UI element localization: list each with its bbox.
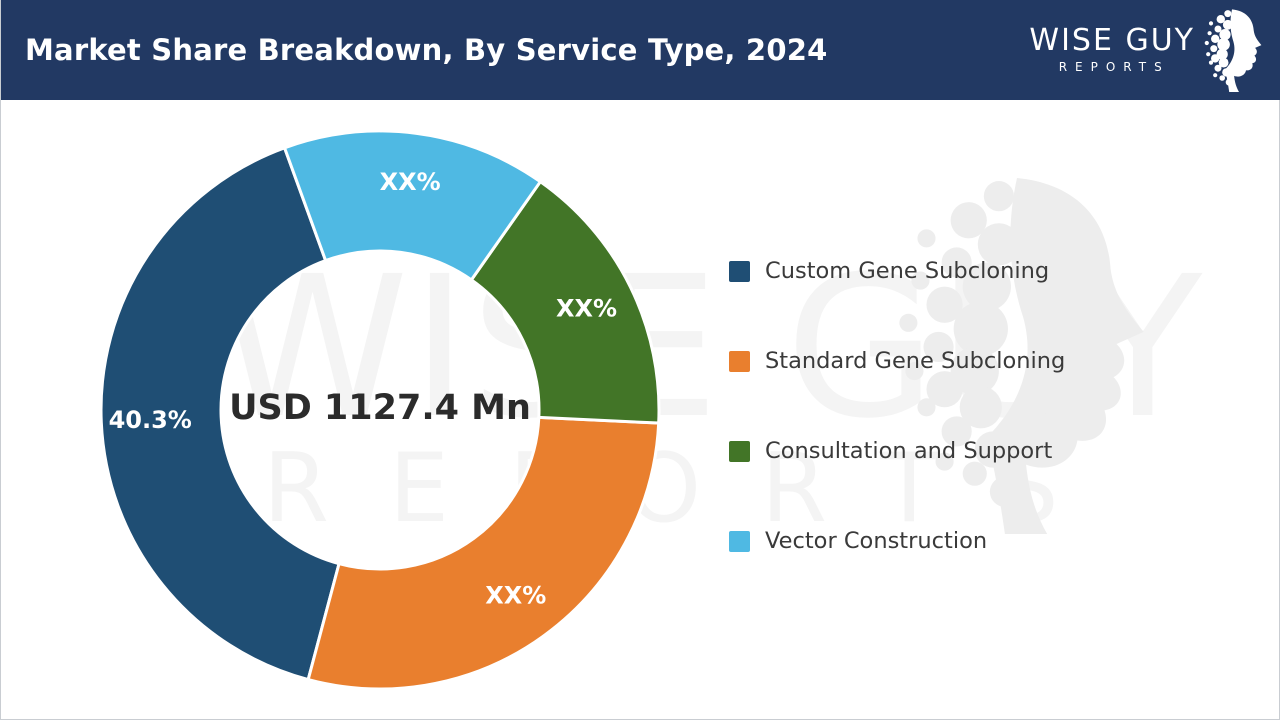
donut-segment-3 bbox=[469, 180, 661, 425]
legend-swatch-2 bbox=[729, 350, 750, 372]
legend-label-3: Consultation and Support bbox=[765, 438, 1053, 464]
segment-label-2: XX% bbox=[485, 582, 546, 610]
wise-guy-reports-logo: WISE GUY REPORTS bbox=[1029, 0, 1267, 100]
legend-label-1: Custom Gene Subcloning bbox=[765, 258, 1050, 284]
header-bar: Market Share Breakdown, By Service Type,… bbox=[1, 0, 1280, 100]
segment-label-3: XX% bbox=[556, 295, 617, 323]
donut-segment-4 bbox=[283, 129, 542, 282]
legend-item-1: Custom Gene Subcloning bbox=[729, 250, 1065, 292]
donut-segment-1 bbox=[99, 146, 341, 682]
legend-swatch-1 bbox=[729, 260, 750, 282]
legend-swatch-3 bbox=[729, 440, 750, 462]
logo-face-icon bbox=[1204, 9, 1262, 92]
segment-label-1: 40.3% bbox=[109, 406, 192, 434]
chart-legend: Custom Gene Subcloning Standard Gene Subc… bbox=[729, 250, 1065, 610]
legend-item-4: Vector Construction bbox=[729, 520, 1065, 562]
legend-item-2: Standard Gene Subcloning bbox=[729, 340, 1065, 382]
legend-swatch-4 bbox=[729, 530, 750, 552]
chart-area: WISE GUY REPORTS 40.3% XX% XX% XX% USD 1127… bbox=[1, 100, 1280, 720]
donut-chart: 40.3% XX% XX% XX% bbox=[99, 129, 661, 691]
legend-label-2: Standard Gene Subcloning bbox=[765, 348, 1066, 374]
page-title: Market Share Breakdown, By Service Type,… bbox=[25, 33, 828, 67]
legend-item-3: Consultation and Support bbox=[729, 430, 1065, 472]
donut-segment-2 bbox=[306, 415, 661, 691]
logo-wordmark-block: WISE GUY REPORTS bbox=[1029, 23, 1195, 75]
logo-wordmark: WISE GUY bbox=[1029, 23, 1195, 58]
segment-label-4: XX% bbox=[380, 168, 441, 196]
logo-subtitle: REPORTS bbox=[1058, 60, 1170, 74]
watermark-subtitle: REPORTS bbox=[263, 434, 1119, 544]
legend-label-4: Vector Construction bbox=[765, 528, 988, 554]
donut-center-value: USD 1127.4 Mn bbox=[229, 388, 531, 428]
